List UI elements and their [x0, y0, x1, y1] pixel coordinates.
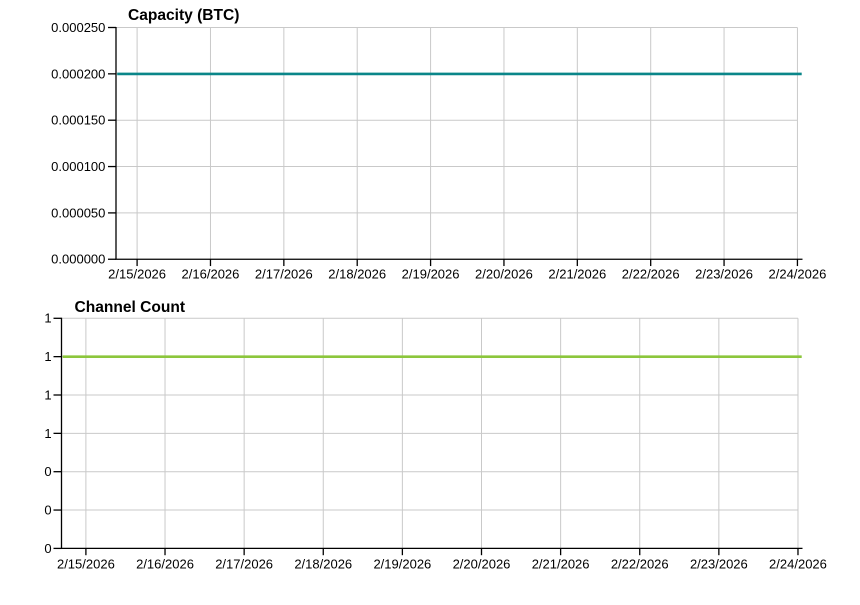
svg-text:0.000200: 0.000200	[51, 66, 105, 81]
svg-text:Capacity (BTC): Capacity (BTC)	[128, 7, 239, 24]
svg-text:2/20/2026: 2/20/2026	[453, 556, 511, 571]
svg-text:1: 1	[44, 311, 51, 326]
svg-text:2/22/2026: 2/22/2026	[611, 556, 669, 571]
svg-text:2/24/2026: 2/24/2026	[769, 266, 827, 281]
svg-text:1: 1	[44, 387, 51, 402]
svg-text:2/23/2026: 2/23/2026	[695, 266, 753, 281]
svg-text:2/15/2026: 2/15/2026	[57, 556, 115, 571]
svg-text:2/19/2026: 2/19/2026	[373, 556, 431, 571]
svg-text:2/22/2026: 2/22/2026	[622, 266, 680, 281]
svg-text:0.000100: 0.000100	[51, 159, 105, 174]
svg-text:2/16/2026: 2/16/2026	[136, 556, 194, 571]
svg-text:0.000150: 0.000150	[51, 113, 105, 128]
svg-text:0.000250: 0.000250	[51, 20, 105, 35]
svg-text:0: 0	[44, 502, 51, 517]
svg-text:2/16/2026: 2/16/2026	[182, 266, 240, 281]
svg-text:0: 0	[44, 541, 51, 556]
svg-text:0.000000: 0.000000	[51, 252, 105, 267]
svg-text:1: 1	[44, 349, 51, 364]
svg-text:Channel Count: Channel Count	[75, 299, 186, 316]
svg-text:2/20/2026: 2/20/2026	[475, 266, 533, 281]
svg-text:2/23/2026: 2/23/2026	[690, 556, 748, 571]
svg-text:2/21/2026: 2/21/2026	[548, 266, 606, 281]
svg-text:2/18/2026: 2/18/2026	[294, 556, 352, 571]
svg-text:2/17/2026: 2/17/2026	[215, 556, 273, 571]
svg-text:2/18/2026: 2/18/2026	[328, 266, 386, 281]
svg-text:2/17/2026: 2/17/2026	[255, 266, 313, 281]
svg-text:0.000050: 0.000050	[51, 205, 105, 220]
svg-text:1: 1	[44, 426, 51, 441]
svg-text:2/15/2026: 2/15/2026	[108, 266, 166, 281]
svg-text:2/24/2026: 2/24/2026	[769, 556, 827, 571]
svg-text:0: 0	[44, 464, 51, 479]
svg-text:2/19/2026: 2/19/2026	[402, 266, 460, 281]
svg-text:2/21/2026: 2/21/2026	[532, 556, 590, 571]
